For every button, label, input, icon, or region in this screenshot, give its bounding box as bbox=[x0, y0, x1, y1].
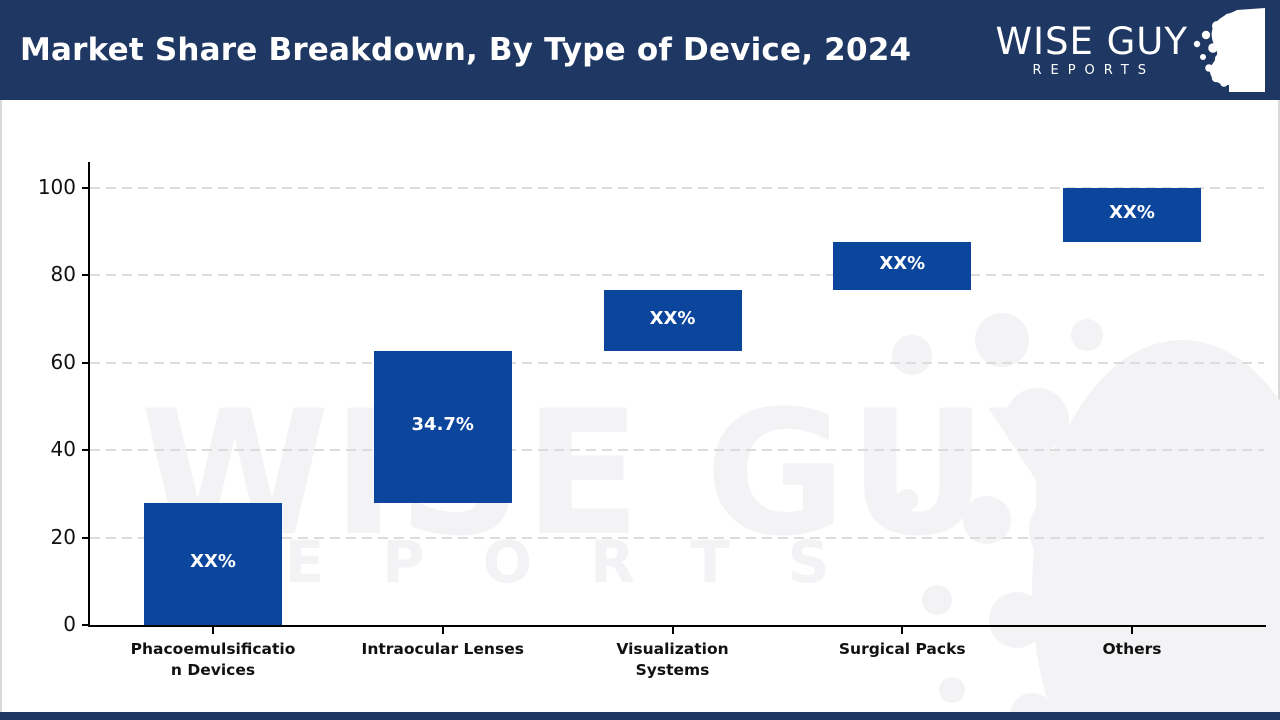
bar-label: 34.7% bbox=[411, 413, 474, 435]
x-axis-tick bbox=[1131, 627, 1133, 634]
x-axis-tick bbox=[212, 627, 214, 634]
logo-wordmark-line1: WISE GUY bbox=[995, 20, 1188, 63]
y-axis-tick bbox=[82, 274, 89, 276]
x-axis-label: Others bbox=[1102, 640, 1162, 658]
gridline bbox=[90, 449, 1264, 451]
y-axis-tick-label: 80 bbox=[50, 262, 76, 286]
x-axis-tick bbox=[901, 627, 904, 634]
x-axis-label: Surgical Packs bbox=[838, 640, 966, 658]
logo-face-icon bbox=[1193, 8, 1265, 92]
x-axis-spine bbox=[88, 625, 1266, 627]
bar-label: XX% bbox=[1109, 201, 1155, 223]
bar-label: XX% bbox=[649, 307, 696, 329]
x-axis-label: Visualization Systems bbox=[616, 640, 729, 679]
bar-label: XX% bbox=[190, 550, 236, 572]
bar-3 bbox=[603, 290, 742, 351]
gridline bbox=[90, 536, 1264, 539]
footer-bar bbox=[0, 712, 1280, 720]
y-axis-tick-label: 0 bbox=[63, 612, 76, 636]
y-axis-tick-label: 100 bbox=[37, 174, 76, 199]
x-axis-label: Phacoemulsificatio n Devices bbox=[130, 640, 296, 679]
bar-4 bbox=[833, 242, 972, 291]
brand-logo: WISE GUY REPORTS bbox=[996, 8, 1266, 92]
gridline bbox=[90, 361, 1264, 364]
watermark-reports-text: REPORTS bbox=[182, 528, 888, 596]
y-axis-tick-label: 40 bbox=[50, 437, 76, 461]
y-axis-tick bbox=[82, 536, 89, 539]
y-axis-tick bbox=[82, 449, 89, 451]
y-axis-tick bbox=[82, 624, 89, 626]
y-axis-tick-label: 60 bbox=[50, 349, 76, 374]
bar-1 bbox=[144, 502, 282, 625]
bar-5 bbox=[1063, 187, 1201, 243]
bar-label: XX% bbox=[879, 253, 926, 275]
logo-wordmark: WISE GUY REPORTS bbox=[995, 20, 1188, 79]
bar-2 bbox=[373, 350, 512, 503]
y-axis-tick bbox=[82, 361, 89, 364]
chart-canvas: WISE GUY REPORTS 0 20 40 60 80 100 XX% Phacoemu… bbox=[0, 100, 1280, 720]
page-title: Market Share Breakdown, By Type of Devic… bbox=[20, 32, 912, 68]
y-axis-spine bbox=[88, 162, 90, 627]
gridline bbox=[90, 186, 1264, 189]
y-axis-tick-label: 20 bbox=[50, 524, 76, 549]
x-axis-tick bbox=[671, 627, 674, 634]
logo-wordmark-line2: REPORTS bbox=[1032, 63, 1156, 78]
x-axis-tick bbox=[441, 627, 444, 634]
y-axis-tick bbox=[82, 186, 89, 189]
watermark-text: WISE GUY bbox=[140, 373, 1117, 574]
x-axis-label: Intraocular Lenses bbox=[361, 640, 524, 658]
header-bar: Market Share Breakdown, By Type of Devic… bbox=[0, 0, 1280, 100]
gridline bbox=[90, 274, 1264, 276]
